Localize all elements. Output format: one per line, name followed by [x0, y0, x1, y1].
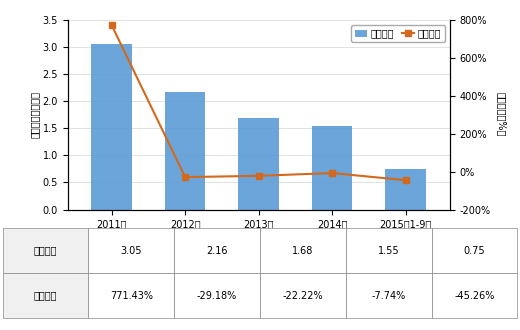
- Bar: [239, 118, 279, 210]
- Bar: [312, 125, 353, 210]
- Bar: [385, 169, 426, 210]
- Y-axis label: 进口数量（万吨）: 进口数量（万吨）: [30, 91, 40, 138]
- Legend: 进口数量, 同比增长: 进口数量, 同比增长: [352, 25, 445, 43]
- Bar: [92, 44, 132, 210]
- Y-axis label: 同比增速（%）: 同比增速（%）: [496, 92, 506, 137]
- Bar: [165, 92, 205, 210]
